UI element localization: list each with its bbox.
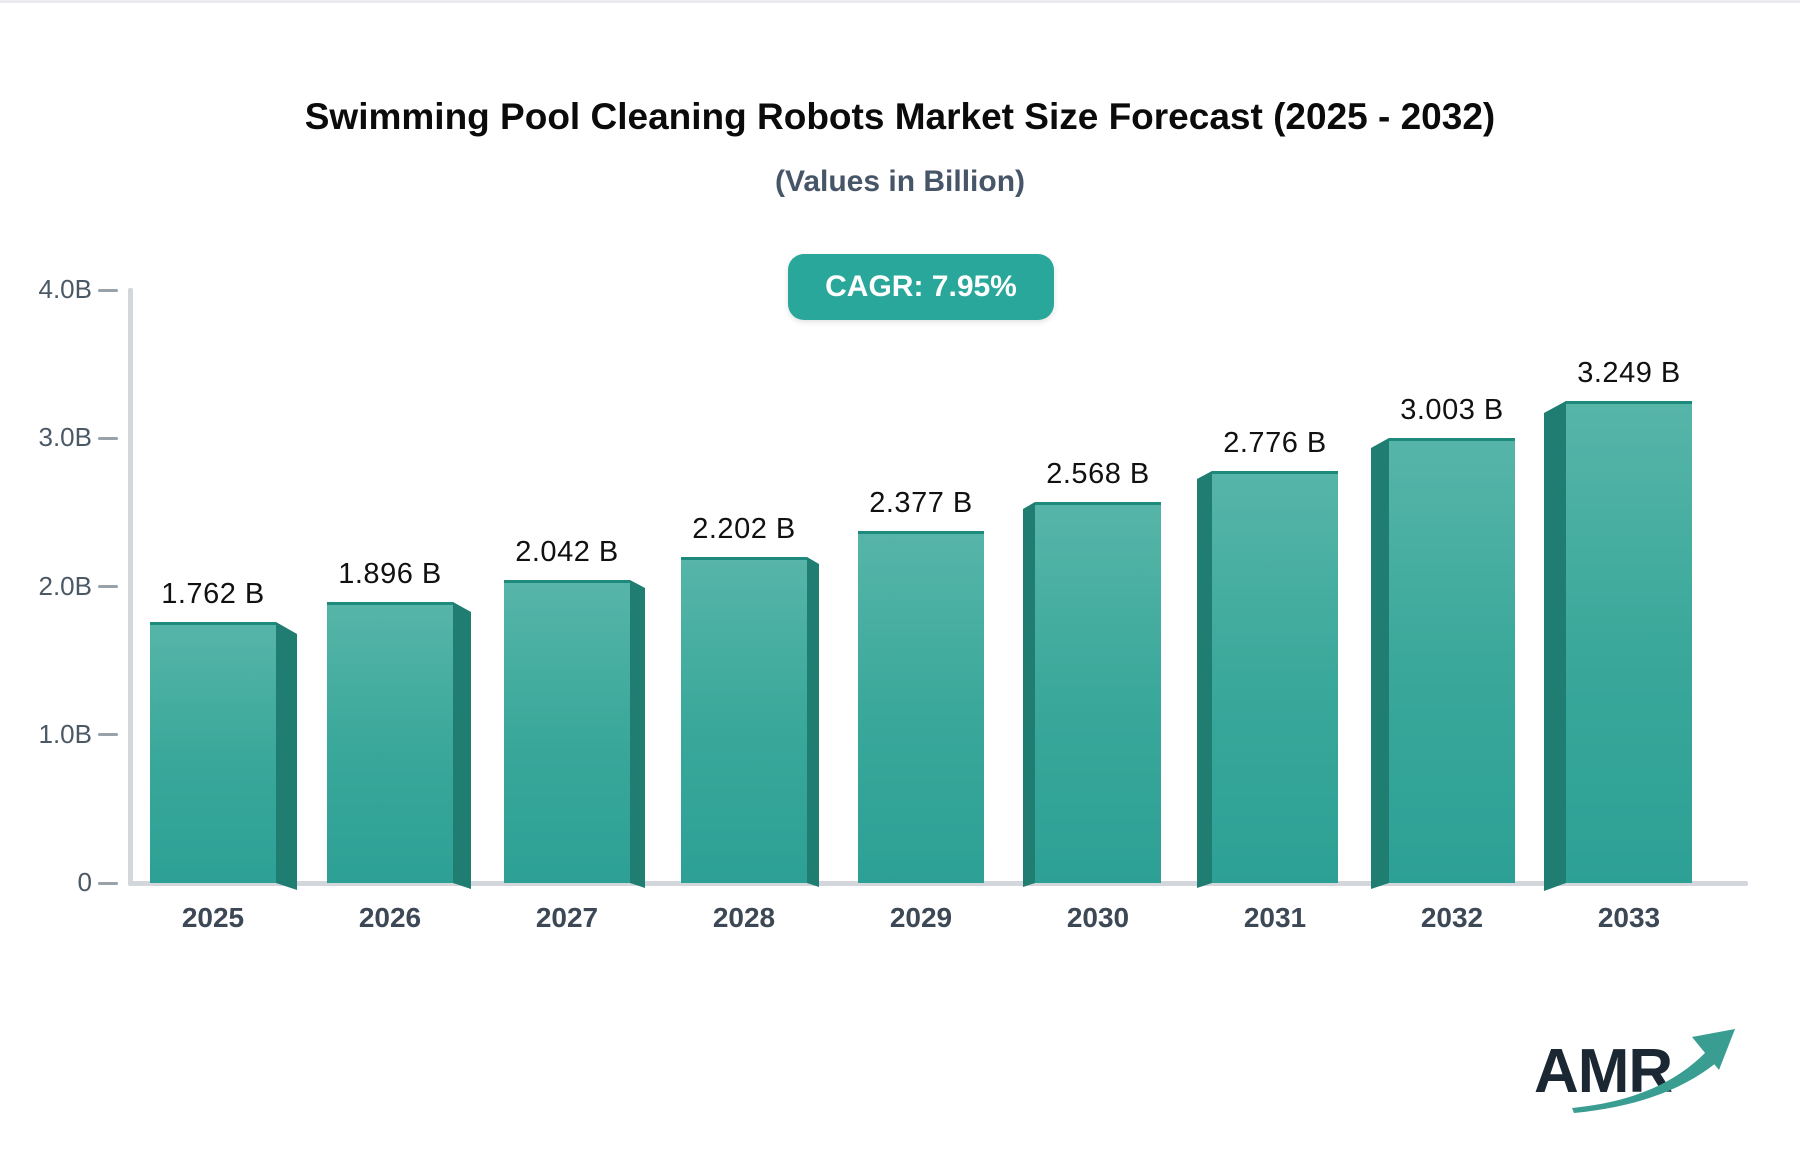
x-axis-label-2032: 2032: [1420, 902, 1484, 933]
logo-arrow-swoosh: [1572, 1052, 1716, 1113]
bar-2029: [858, 531, 984, 883]
bar-value-label: 3.249 B: [1577, 357, 1681, 389]
y-tick-label: 0: [77, 867, 92, 897]
amr-logo: AMR: [1520, 1022, 1760, 1117]
bar-2031: [1212, 471, 1338, 883]
y-tick-dash: [98, 436, 118, 440]
bar-value-label: 3.003 B: [1400, 394, 1504, 426]
bar-side-face: [276, 622, 297, 890]
x-axis-label-2027: 2027: [535, 902, 599, 933]
bar-side-face: [453, 602, 471, 889]
bar-value-label: 1.762 B: [161, 578, 265, 610]
bar-value-label: 2.776 B: [1223, 427, 1327, 459]
x-axis-label-2033: 2033: [1597, 902, 1661, 933]
x-axis-line: [128, 881, 1748, 886]
bar-value-label: 2.202 B: [692, 513, 796, 545]
x-axis-label-2030: 2030: [1066, 902, 1130, 933]
x-axis-label-2028: 2028: [712, 902, 776, 933]
bar-side-face: [1197, 471, 1212, 888]
chart-title: Swimming Pool Cleaning Robots Market Siz…: [304, 96, 1496, 137]
top-divider: [0, 0, 1800, 3]
y-axis-line: [128, 288, 133, 885]
bar-value-label: 2.568 B: [1046, 458, 1150, 490]
amr-logo-graphic: AMR: [1534, 1029, 1735, 1113]
bar-side-face: [630, 580, 645, 888]
bar-2026: [327, 602, 453, 883]
bar-value-label: 1.896 B: [338, 558, 442, 590]
bar-side-face: [1023, 502, 1035, 887]
bar-2033: [1566, 401, 1692, 883]
x-axis-label-2026: 2026: [358, 902, 422, 933]
x-axis-label-2025: 2025: [181, 902, 245, 933]
y-tick-label: 3.0B: [38, 422, 93, 453]
cagr-badge-label: CAGR: 7.95%: [825, 270, 1017, 303]
y-tick-dash: [98, 881, 118, 885]
bar-value-label: 2.377 B: [869, 487, 973, 519]
bar-side-face: [1544, 401, 1566, 891]
bar-2030: [1035, 502, 1161, 883]
bar-2025: [150, 622, 276, 883]
cagr-badge: CAGR: 7.95%: [788, 254, 1054, 320]
bar-2027: [504, 580, 630, 883]
bar-side-face: [1371, 438, 1389, 889]
y-tick-dash: [98, 288, 118, 292]
y-tick-dash: [98, 585, 118, 588]
x-axis-label-2031: 2031: [1243, 902, 1307, 933]
y-tick-label: 2.0B: [38, 570, 93, 601]
y-tick-label: 1.0B: [38, 718, 93, 749]
bar-2028: [681, 557, 807, 883]
y-tick-dash: [98, 733, 118, 737]
x-axis-label-2029: 2029: [889, 902, 953, 933]
bar-side-face: [807, 557, 819, 887]
chart-subtitle: (Values in Billion): [774, 165, 1026, 198]
y-tick-label: 4.0B: [38, 274, 93, 304]
bar-value-label: 2.042 B: [515, 536, 619, 568]
logo-arrow-head: [1692, 1029, 1735, 1070]
bar-2032: [1389, 438, 1515, 883]
